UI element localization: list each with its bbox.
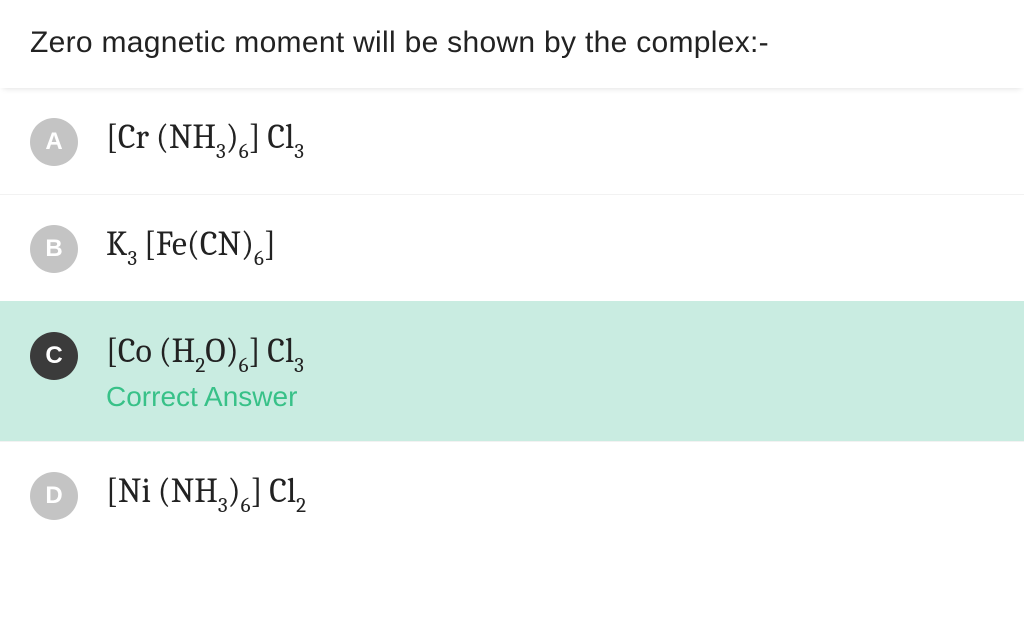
option-badge: B <box>30 225 78 273</box>
correct-answer-label: Correct Answer <box>106 381 304 413</box>
option-formula: [Ni (NH3)6] Cl2 <box>106 470 306 517</box>
option-row[interactable]: C [Co (H2O)6] Cl3 Correct Answer <box>0 301 1024 441</box>
option-content: K3 [Fe(CN)6] <box>106 223 276 270</box>
option-content: [Ni (NH3)6] Cl2 <box>106 470 306 517</box>
option-badge: D <box>30 472 78 520</box>
option-content: [Co (H2O)6] Cl3 Correct Answer <box>106 330 304 413</box>
option-formula: K3 [Fe(CN)6] <box>106 223 276 270</box>
option-formula: [Cr (NH3)6] Cl3 <box>106 116 304 163</box>
option-badge: C <box>30 332 78 380</box>
option-formula: [Co (H2O)6] Cl3 <box>106 330 304 377</box>
option-row[interactable]: B K3 [Fe(CN)6] <box>0 194 1024 301</box>
question-card: Zero magnetic moment will be shown by th… <box>0 0 1024 548</box>
option-row[interactable]: A [Cr (NH3)6] Cl3 <box>0 88 1024 194</box>
options-list: A [Cr (NH3)6] Cl3 B K3 [Fe(CN)6] C [Co (H2O)6… <box>0 88 1024 548</box>
option-badge: A <box>30 118 78 166</box>
question-text: Zero magnetic moment will be shown by th… <box>0 0 1024 88</box>
option-content: [Cr (NH3)6] Cl3 <box>106 116 304 163</box>
option-row[interactable]: D [Ni (NH3)6] Cl2 <box>0 441 1024 548</box>
